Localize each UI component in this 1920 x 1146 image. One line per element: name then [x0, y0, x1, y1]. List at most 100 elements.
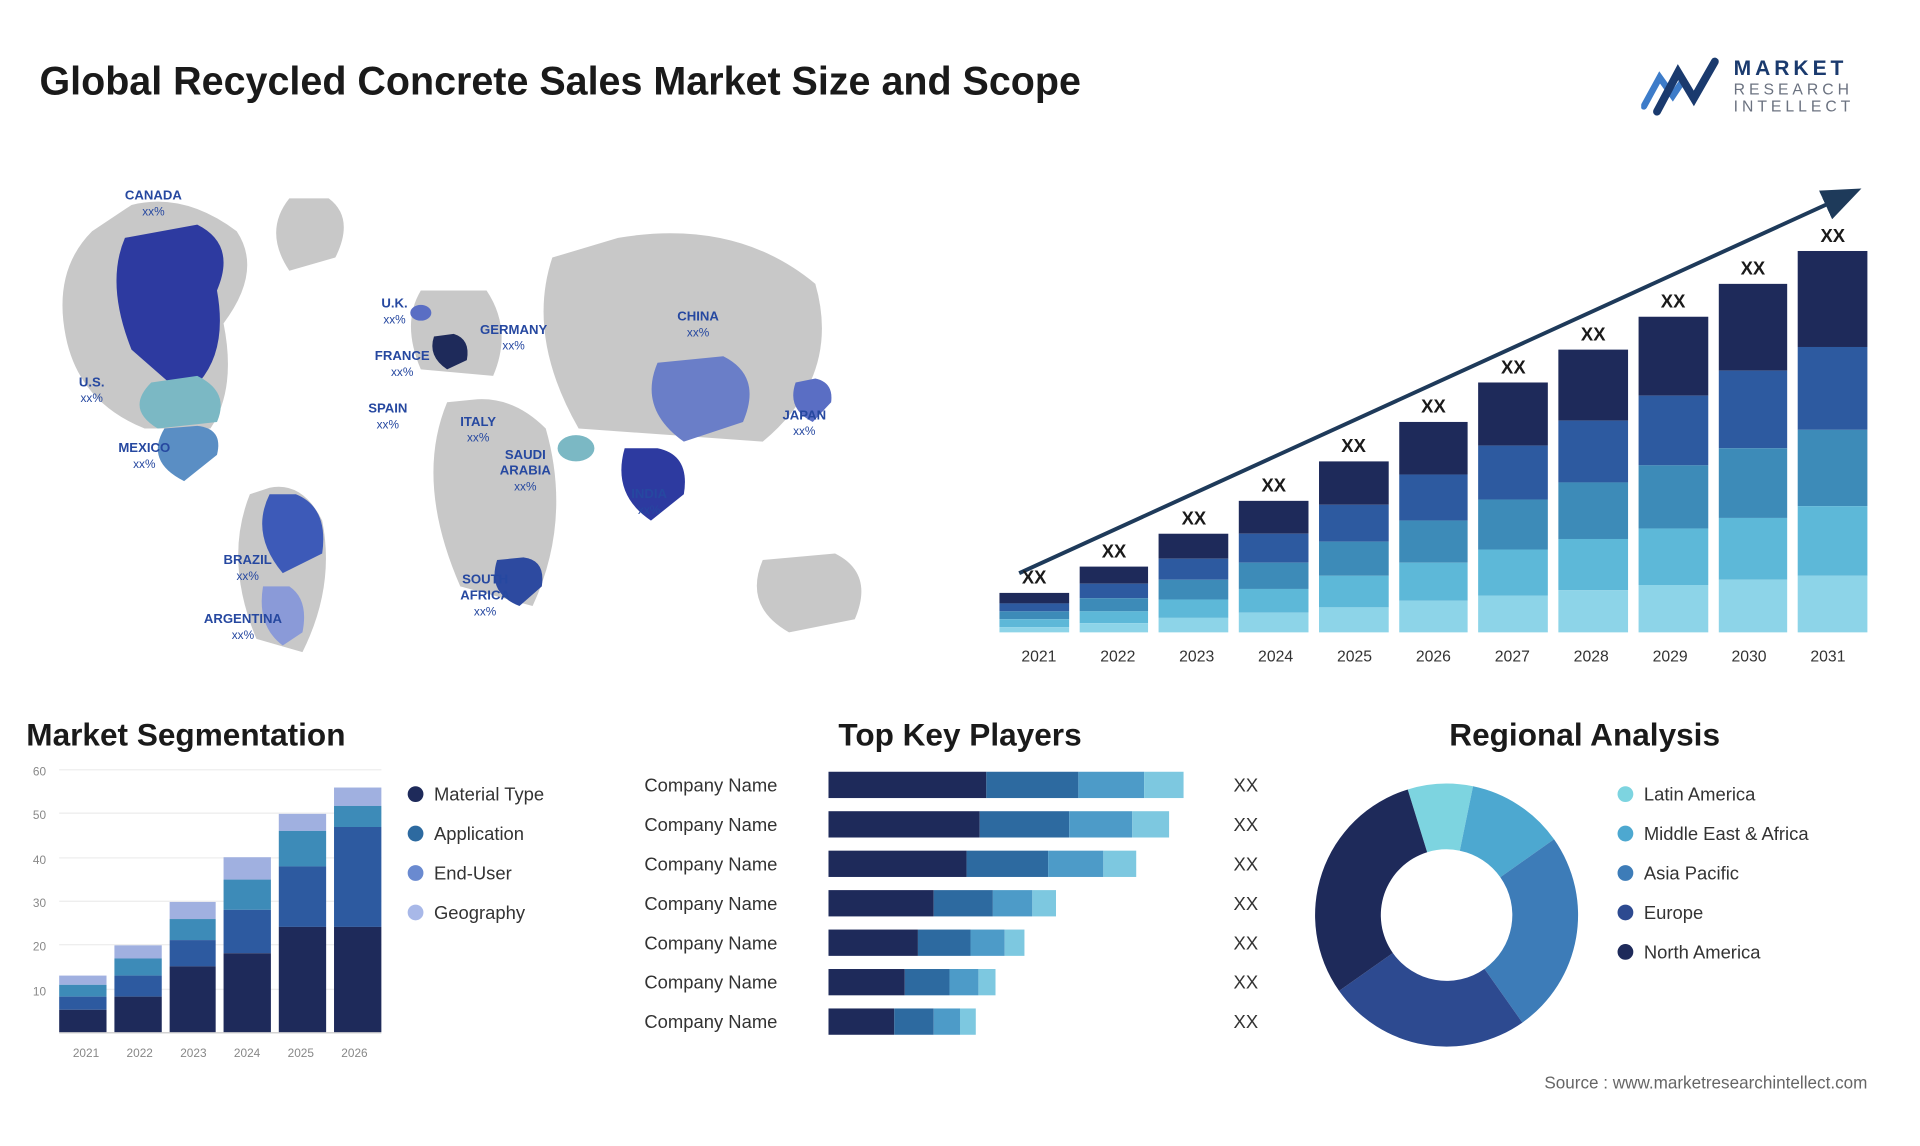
player-row: Company NameXX	[644, 768, 1275, 802]
legend-item: Europe	[1618, 902, 1855, 923]
trend-year-label: 2027	[1473, 647, 1552, 665]
player-bar	[828, 1008, 1223, 1034]
regional-panel: Regional Analysis Latin America Middle Ea…	[1302, 718, 1867, 1060]
seg-y-tick: 50	[33, 809, 46, 822]
trend-bar-value: XX	[1182, 507, 1207, 528]
seg-year-label: 2022	[113, 1046, 167, 1059]
players-panel: Top Key Players Company Name XX Company Na…	[644, 718, 1275, 1060]
trend-bar: XX	[1159, 507, 1228, 632]
player-value: XX	[1223, 932, 1276, 953]
legend-item: Geography	[408, 902, 605, 923]
trend-bar: XX	[1399, 395, 1468, 632]
player-name: Company Name	[644, 814, 828, 835]
logo-icon	[1642, 54, 1721, 120]
seg-y-tick: 10	[33, 984, 46, 997]
seg-bar	[169, 901, 216, 1032]
map-label: SAUDIARABIAxx%	[500, 448, 551, 495]
seg-year-label: 2026	[328, 1046, 382, 1059]
seg-bar	[59, 975, 106, 1032]
world-map-panel: CANADAxx%U.S.xx%MEXICOxx%BRAZILxx%ARGENT…	[26, 165, 947, 678]
map-label: FRANCExx%	[375, 349, 430, 381]
trend-bar-value: XX	[1741, 257, 1766, 278]
player-bar	[828, 772, 1223, 798]
player-name: Company Name	[644, 1011, 828, 1032]
legend-item: Material Type	[408, 783, 605, 804]
legend-label: Asia Pacific	[1644, 862, 1739, 883]
player-row: Company Name XX	[644, 1004, 1275, 1038]
player-row: Company Name XX	[644, 965, 1275, 999]
legend-label: End-User	[434, 862, 512, 883]
trend-year-label: 2024	[1236, 647, 1315, 665]
player-row: Company Name XX	[644, 807, 1275, 841]
trend-bar: XX	[1479, 356, 1548, 632]
seg-bar	[279, 814, 326, 1032]
trend-bar-value: XX	[1261, 474, 1286, 495]
map-label: SOUTHAFRICAxx%	[460, 573, 510, 620]
player-row: Company NameXX	[644, 925, 1275, 959]
map-label: INDIAxx%	[631, 488, 667, 520]
page-title: Global Recycled Concrete Sales Market Si…	[39, 60, 1080, 105]
trend-bar: XX	[1079, 540, 1148, 632]
map-label: SPAINxx%	[368, 402, 407, 434]
seg-year-label: 2025	[274, 1046, 328, 1059]
player-bar	[828, 890, 1223, 916]
trend-bar: XX	[1718, 257, 1787, 632]
trend-bar-value: XX	[1421, 395, 1446, 416]
logo-text-2: RESEARCH	[1734, 81, 1855, 98]
map-label: JAPANxx%	[782, 409, 826, 441]
player-value: XX	[1223, 1011, 1276, 1032]
trend-year-label: 2030	[1710, 647, 1789, 665]
segmentation-chart: 102030405060 202120222023202420252026	[26, 770, 381, 1059]
trend-year-label: 2029	[1631, 647, 1710, 665]
player-name: Company Name	[644, 774, 828, 795]
map-label: CANADAxx%	[125, 189, 182, 221]
trend-year-label: 2022	[1078, 647, 1157, 665]
legend-label: Geography	[434, 902, 525, 923]
trend-chart-panel: XXXXXXXXXXXXXXXXXXXXXX 20212022202320242…	[999, 165, 1867, 665]
seg-y-tick: 40	[33, 853, 46, 866]
trend-year-label: 2026	[1394, 647, 1473, 665]
legend-item: Application	[408, 823, 605, 844]
player-value: XX	[1223, 814, 1276, 835]
trend-bar-value: XX	[1341, 435, 1366, 456]
legend-dot	[1618, 786, 1634, 802]
map-label: MEXICOxx%	[118, 441, 170, 473]
legend-dot	[1618, 904, 1634, 920]
player-name: Company Name	[644, 971, 828, 992]
player-bar	[828, 850, 1223, 876]
legend-item: North America	[1618, 941, 1855, 962]
player-bar	[828, 811, 1223, 837]
trend-year-label: 2023	[1157, 647, 1236, 665]
player-name: Company Name	[644, 893, 828, 914]
trend-bar: XX	[1319, 435, 1388, 632]
map-label: ITALYxx%	[460, 415, 496, 447]
legend-item: Middle East & Africa	[1618, 823, 1855, 844]
legend-item: End-User	[408, 862, 605, 883]
trend-bar: XX	[1559, 323, 1628, 632]
regional-title: Regional Analysis	[1302, 718, 1867, 755]
seg-bar	[224, 857, 271, 1031]
legend-label: Material Type	[434, 783, 544, 804]
legend-dot	[408, 904, 424, 920]
trend-bar: XX	[999, 566, 1068, 632]
legend-label: Middle East & Africa	[1644, 823, 1809, 844]
legend-item: Latin America	[1618, 783, 1855, 804]
legend-dot	[1618, 825, 1634, 841]
player-value: XX	[1223, 971, 1276, 992]
player-bar	[828, 969, 1223, 995]
player-bar	[828, 929, 1223, 955]
legend-label: Latin America	[1644, 783, 1756, 804]
trend-bar-value: XX	[1821, 224, 1846, 245]
seg-bar	[114, 945, 161, 1032]
source-text: Source : www.marketresearchintellect.com	[1544, 1073, 1867, 1093]
map-label: U.S.xx%	[79, 376, 105, 408]
segmentation-legend: Material Type Application End-User Geograph…	[408, 783, 605, 941]
legend-item: Asia Pacific	[1618, 862, 1855, 883]
trend-bar-value: XX	[1022, 566, 1047, 587]
seg-year-label: 2023	[167, 1046, 221, 1059]
legend-dot	[1618, 865, 1634, 881]
trend-bar: XX	[1239, 474, 1308, 632]
players-title: Top Key Players	[644, 718, 1275, 755]
legend-label: Application	[434, 823, 524, 844]
trend-year-label: 2028	[1552, 647, 1631, 665]
